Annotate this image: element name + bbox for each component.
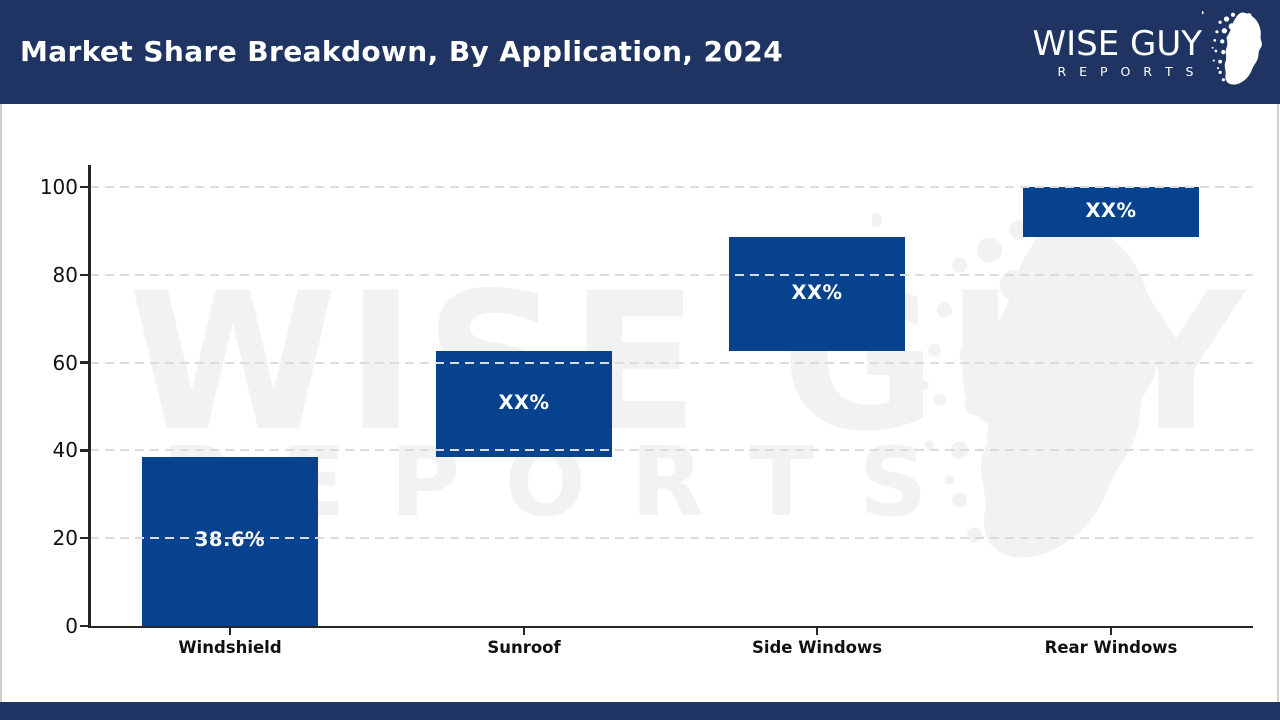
left-border <box>0 104 2 702</box>
y-tick-mark-40 <box>80 449 89 452</box>
bar-side-windows: XX% <box>729 237 905 352</box>
bar-value-label-windshield: 38.6% <box>194 528 266 552</box>
x-tick-mark-side-windows <box>815 627 819 635</box>
y-axis-line <box>88 165 91 628</box>
x-tick-mark-windshield <box>228 627 232 635</box>
x-tick-mark-sunroof <box>522 627 526 635</box>
brand-logo: WISE GUY R E P O R T S <box>1018 0 1268 104</box>
footer-bar <box>0 702 1280 720</box>
brand-subtitle: R E P O R T S <box>1057 64 1198 79</box>
bar-value-label-side-windows: XX% <box>791 281 843 305</box>
bar-value-label-sunroof: XX% <box>498 390 550 414</box>
gridline-100 <box>90 186 1253 188</box>
y-tick-label-80: 80 <box>52 262 78 287</box>
brand-head-icon <box>1202 11 1262 85</box>
x-category-label-side-windows: Side Windows <box>751 638 883 657</box>
y-tick-label-60: 60 <box>52 350 78 375</box>
bar-sunroof: XX% <box>436 351 612 457</box>
x-category-label-windshield: Windshield <box>178 638 282 657</box>
y-tick-mark-80 <box>80 273 89 276</box>
x-category-label-rear-windows: Rear Windows <box>1044 638 1178 657</box>
chart-title: Market Share Breakdown, By Application, … <box>20 35 784 68</box>
bar-rear-windows: XX% <box>1023 187 1199 238</box>
gridline-80 <box>90 273 1253 276</box>
gridline-20 <box>90 537 1253 540</box>
y-tick-mark-0 <box>80 624 89 628</box>
gridline-60 <box>90 361 1253 364</box>
y-tick-mark-20 <box>80 537 89 540</box>
x-axis-line <box>88 625 1253 628</box>
y-tick-label-20: 20 <box>52 526 78 551</box>
x-tick-mark-rear-windows <box>1109 627 1113 635</box>
y-tick-label-0: 0 <box>65 614 78 638</box>
bar-value-label-rear-windows: XX% <box>1085 199 1137 223</box>
x-category-label-sunroof: Sunroof <box>487 638 561 657</box>
right-border <box>1277 104 1279 702</box>
y-tick-mark-60 <box>80 361 89 364</box>
header-bar: Market Share Breakdown, By Application, … <box>0 0 1280 104</box>
y-tick-label-100: 100 <box>39 175 78 199</box>
y-tick-mark-100 <box>80 185 89 189</box>
gridline-40 <box>90 449 1253 452</box>
watermark-head-icon <box>872 212 1156 558</box>
brand-name: WISE GUY <box>1032 24 1202 64</box>
y-tick-label-40: 40 <box>52 438 78 463</box>
bar-windshield: 38.6% <box>142 456 318 626</box>
